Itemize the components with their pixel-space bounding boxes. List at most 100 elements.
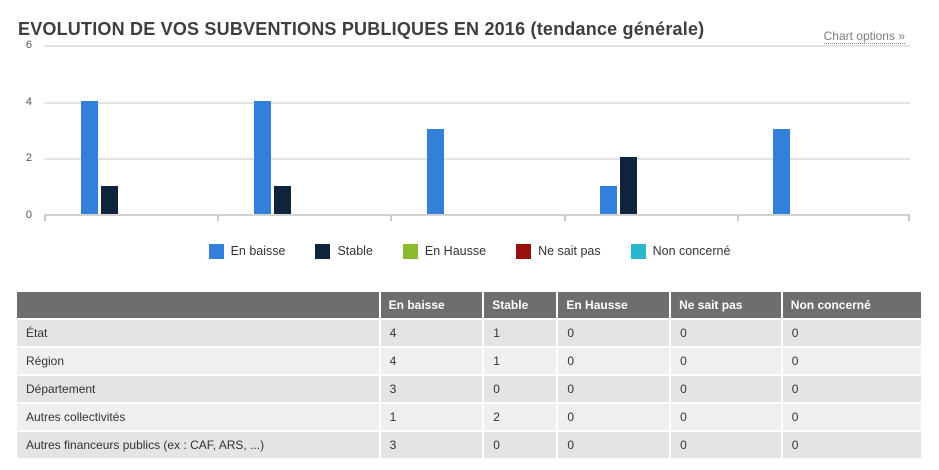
bar-slot <box>273 44 294 214</box>
table-row-autres-financeurs-publics-ex-caf-ars: Autres financeurs publics (ex : CAF, ARS… <box>17 432 921 458</box>
y-tick-label: 4 <box>25 96 32 108</box>
bar-group-departement <box>390 44 563 214</box>
cell-value: 0 <box>671 376 781 402</box>
cell-value: 0 <box>484 376 557 402</box>
bar-slot <box>793 44 813 214</box>
cell-value: 0 <box>782 404 921 430</box>
bar-group-autres-collectivites <box>564 44 737 214</box>
legend-swatch-icon <box>208 244 224 259</box>
table-row-departement: Département 3 0 0 0 0 <box>17 376 921 402</box>
cell-value: 1 <box>484 320 557 346</box>
cell-value: 3 <box>380 432 483 458</box>
x-axis-tick <box>908 215 910 221</box>
bar-en-baisse <box>773 129 791 214</box>
bar-slot <box>121 44 141 214</box>
bar-slot <box>680 44 700 214</box>
bar-slot <box>660 44 680 214</box>
table-row-etat: État 4 1 0 0 0 <box>17 320 921 346</box>
cell-value: 0 <box>671 320 781 346</box>
bar-slot <box>833 44 853 214</box>
bar-group-autres-financeurs-publics-ex-caf-ars <box>737 44 910 214</box>
cell-value: 0 <box>558 432 670 458</box>
plot-area <box>44 44 910 221</box>
bar-slot <box>600 44 620 214</box>
bar-slot <box>100 44 121 214</box>
bar-stable <box>273 186 291 214</box>
cell-value: 2 <box>484 404 557 430</box>
row-label: Autres collectivités <box>17 404 379 430</box>
results-table: En baisse Stable En Hausse Ne sait pas Non c… <box>15 290 923 460</box>
bar-slot <box>80 44 101 214</box>
column-header-stable: Stable <box>484 292 557 318</box>
table-row-autres-collectivites: Autres collectivités 1 2 0 0 0 <box>17 404 921 430</box>
cell-value: 0 <box>671 348 781 374</box>
bar-slot <box>813 44 833 214</box>
row-label: Autres financeurs publics (ex : CAF, ARS… <box>17 432 379 458</box>
legend-swatch-icon <box>402 244 418 259</box>
bar-chart: 0 2 4 6 <box>0 39 939 223</box>
row-label: État <box>17 320 379 346</box>
cell-value: 0 <box>782 320 921 346</box>
x-axis-tick <box>390 215 392 221</box>
row-label: Département <box>17 376 379 402</box>
legend-swatch-icon <box>630 244 646 259</box>
gridline-y0 <box>44 214 910 216</box>
bar-stable <box>100 186 118 214</box>
x-axis-tick <box>737 215 739 221</box>
legend-swatch-icon <box>315 244 331 259</box>
bar-stable <box>620 157 638 214</box>
cell-value: 0 <box>558 376 670 402</box>
cell-value: 4 <box>380 348 483 374</box>
column-header-en-hausse: En Hausse <box>558 292 670 318</box>
legend-label: Stable <box>337 244 373 258</box>
table-body: État 4 1 0 0 0 Région 4 1 0 0 0 Département 3 0 0 0 0 Autr… <box>17 320 921 458</box>
bar-en-baisse <box>600 186 618 214</box>
column-header-non-concerne: Non concerné <box>782 292 921 318</box>
cell-value: 0 <box>782 376 921 402</box>
y-axis: 0 2 4 6 <box>0 0 32 223</box>
bar-slot <box>161 44 181 214</box>
legend-item-ne-sait-pas: Ne sait pas <box>516 244 601 259</box>
y-tick-label: 0 <box>25 209 32 221</box>
chart-options-link[interactable]: Chart options » <box>823 29 905 44</box>
cell-value: 4 <box>380 320 483 346</box>
legend-label: Ne sait pas <box>538 244 601 258</box>
bar-slot <box>487 44 507 214</box>
gridline-y2 <box>44 158 910 160</box>
gridline-y6 <box>44 45 910 47</box>
column-header-en-baisse: En baisse <box>380 292 483 318</box>
results-table-wrap: En baisse Stable En Hausse Ne sait pas Non c… <box>15 290 923 460</box>
cell-value: 0 <box>782 432 921 458</box>
bar-slot <box>447 44 467 214</box>
bar-slot <box>507 44 527 214</box>
chart-options-row: Chart options » <box>823 29 905 44</box>
bar-slot <box>853 44 873 214</box>
bar-group-region <box>217 44 390 214</box>
cell-value: 1 <box>484 348 557 374</box>
x-axis-tick <box>564 215 566 221</box>
cell-value: 1 <box>380 404 483 430</box>
cell-value: 0 <box>671 432 781 458</box>
legend-label: En Hausse <box>424 244 487 258</box>
cell-value: 0 <box>782 348 921 374</box>
bar-en-baisse <box>426 129 444 214</box>
legend-item-non-concerne: Non concerné <box>630 244 730 259</box>
bar-slot <box>294 44 314 214</box>
table-row-region: Région 4 1 0 0 0 <box>17 348 921 374</box>
legend-label: En baisse <box>230 244 286 258</box>
bar-slot <box>773 44 793 214</box>
bar-slot <box>426 44 447 214</box>
bar-slot <box>620 44 640 214</box>
cell-value: 3 <box>380 376 483 402</box>
bar-slot <box>141 44 161 214</box>
bar-en-baisse <box>253 101 271 214</box>
bar-en-baisse <box>80 101 98 214</box>
legend: En baisse Stable En Hausse Ne sait pas Non c… <box>0 244 939 259</box>
column-header-empty <box>17 292 379 318</box>
cell-value: 0 <box>558 404 670 430</box>
column-header-ne-sait-pas: Ne sait pas <box>671 292 781 318</box>
bar-slot <box>640 44 660 214</box>
bar-slot <box>314 44 334 214</box>
bar-slot <box>253 44 274 214</box>
cell-value: 0 <box>558 348 670 374</box>
